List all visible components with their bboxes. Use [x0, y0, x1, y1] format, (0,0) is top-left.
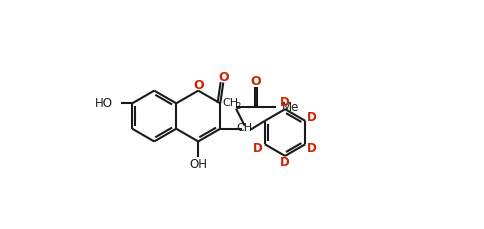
Text: O: O — [193, 79, 204, 92]
Text: D: D — [253, 142, 262, 155]
Text: D: D — [280, 96, 289, 109]
Text: D: D — [307, 111, 317, 123]
Text: HO: HO — [95, 97, 113, 110]
Text: D: D — [280, 156, 289, 169]
Text: Me: Me — [282, 101, 299, 114]
Text: OH: OH — [189, 158, 207, 171]
Text: O: O — [250, 75, 261, 88]
Text: 2: 2 — [235, 102, 241, 111]
Text: O: O — [218, 71, 229, 84]
Text: D: D — [307, 142, 317, 155]
Text: CH: CH — [222, 98, 238, 108]
Text: CH: CH — [236, 123, 252, 133]
